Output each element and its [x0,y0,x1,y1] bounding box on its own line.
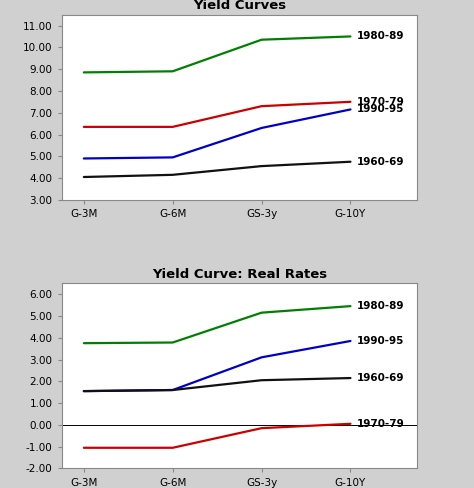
Text: 1960-69: 1960-69 [356,157,404,167]
Text: 1990-95: 1990-95 [356,336,404,346]
Text: 1990-95: 1990-95 [356,104,404,115]
Text: 1970-79: 1970-79 [356,419,404,429]
Title: Yield Curve: Real Rates: Yield Curve: Real Rates [152,268,327,281]
Text: 1980-89: 1980-89 [356,301,404,311]
Title: Yield Curves: Yield Curves [193,0,286,12]
Text: 1960-69: 1960-69 [356,373,404,383]
Text: 1970-79: 1970-79 [356,97,404,107]
Text: 1980-89: 1980-89 [356,31,404,41]
